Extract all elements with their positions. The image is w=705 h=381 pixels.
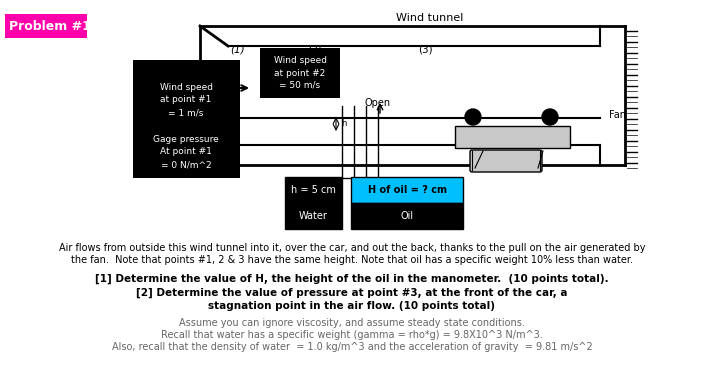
Text: [1] Determine the value of H, the height of the oil in the manometer.  (10 point: [1] Determine the value of H, the height… — [95, 274, 609, 284]
Bar — [351, 177, 463, 203]
Text: Gage pressure
At point #1
= 0 N/m^2: Gage pressure At point #1 = 0 N/m^2 — [153, 135, 219, 169]
Text: Assume you can ignore viscosity, and assume steady state conditions.: Assume you can ignore viscosity, and ass… — [179, 318, 525, 328]
Bar — [5, 14, 87, 38]
Bar — [285, 177, 342, 203]
Text: [2] Determine the value of pressure at point #3, at the front of the car, a: [2] Determine the value of pressure at p… — [136, 288, 568, 298]
Text: Problem #1: Problem #1 — [9, 19, 91, 32]
Text: Water: Water — [298, 211, 327, 221]
Text: h = 5 cm: h = 5 cm — [290, 185, 336, 195]
Text: Wind tunnel: Wind tunnel — [396, 13, 464, 23]
FancyBboxPatch shape — [470, 150, 542, 172]
Bar — [133, 60, 240, 178]
Text: h: h — [341, 120, 346, 128]
Bar — [260, 48, 340, 98]
Text: the fan.  Note that points #1, 2 & 3 have the same height. Note that oil has a s: the fan. Note that points #1, 2 & 3 have… — [71, 255, 633, 265]
Bar — [455, 126, 570, 148]
Text: Oil: Oil — [400, 211, 414, 221]
Bar — [285, 203, 342, 229]
Text: (1): (1) — [231, 44, 245, 54]
Text: Air flows from outside this wind tunnel into it, over the car, and out the back,: Air flows from outside this wind tunnel … — [59, 243, 645, 253]
Text: Open: Open — [365, 98, 391, 108]
Text: Wind speed
at point #2
= 50 m/s: Wind speed at point #2 = 50 m/s — [274, 56, 326, 90]
Text: Wind speed
at point #1
= 1 m/s: Wind speed at point #1 = 1 m/s — [159, 83, 212, 117]
Text: Also, recall that the density of water  = 1.0 kg/m^3 and the acceleration of gra: Also, recall that the density of water =… — [111, 342, 592, 352]
Text: (3): (3) — [417, 44, 432, 54]
Text: stagnation point in the air flow. (10 points total): stagnation point in the air flow. (10 po… — [209, 301, 496, 311]
Circle shape — [542, 109, 558, 125]
Text: Fan: Fan — [608, 110, 625, 120]
Bar — [351, 203, 463, 229]
Text: Recall that water has a specific weight (gamma = rho*g) = 9.8X10^3 N/m^3.: Recall that water has a specific weight … — [161, 330, 543, 340]
Text: (2): (2) — [307, 44, 322, 54]
Circle shape — [465, 109, 481, 125]
Text: H of oil = ? cm: H of oil = ? cm — [367, 185, 446, 195]
